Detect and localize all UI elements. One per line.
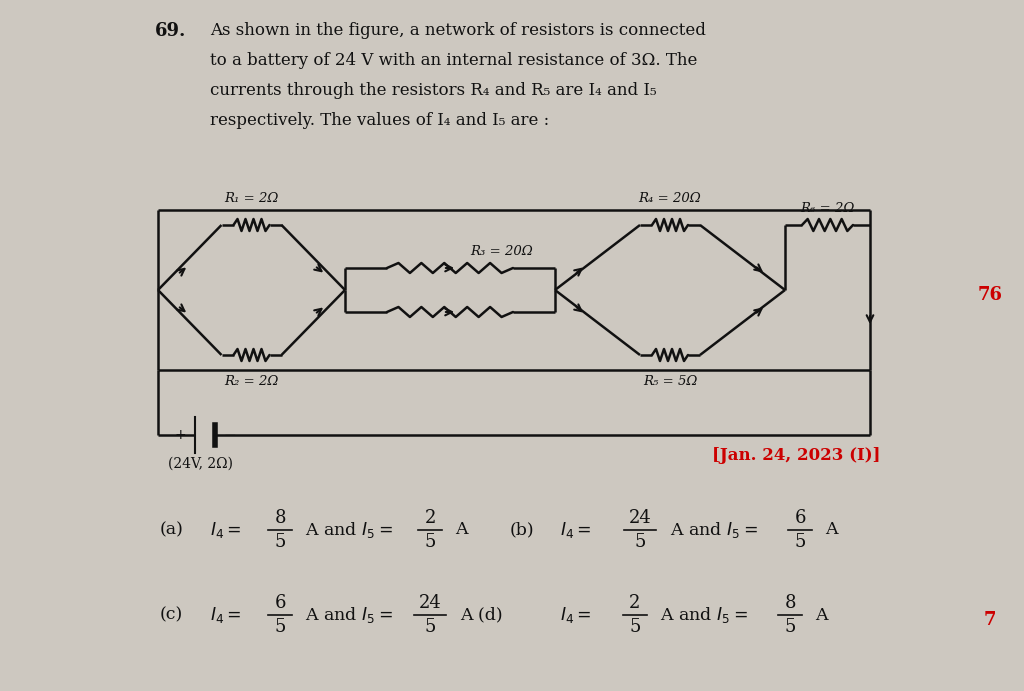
Text: A (d): A (d) (460, 607, 503, 623)
Text: A and $I_5=$: A and $I_5=$ (670, 520, 758, 540)
Text: 5: 5 (274, 618, 286, 636)
Text: 6: 6 (795, 509, 806, 527)
Text: R₆ = 2Ω: R₆ = 2Ω (800, 202, 854, 215)
Text: As shown in the figure, a network of resistors is connected: As shown in the figure, a network of res… (210, 22, 706, 39)
Text: R₂ = 2Ω: R₂ = 2Ω (224, 375, 279, 388)
Text: R₁ = 2Ω: R₁ = 2Ω (224, 192, 279, 205)
Text: A and $I_5=$: A and $I_5=$ (660, 605, 748, 625)
Text: 24: 24 (419, 594, 441, 612)
Text: +: + (174, 428, 185, 442)
Text: (24V, 2Ω): (24V, 2Ω) (168, 457, 232, 471)
Text: 5: 5 (424, 618, 435, 636)
Text: currents through the resistors R₄ and R₅ are I₄ and I₅: currents through the resistors R₄ and R₅… (210, 82, 656, 99)
Text: 7: 7 (984, 611, 996, 629)
Text: 5: 5 (630, 618, 641, 636)
Text: 2: 2 (630, 594, 641, 612)
Text: A: A (455, 522, 468, 538)
Text: $I_4=$: $I_4=$ (210, 605, 242, 625)
Text: (b): (b) (510, 522, 535, 538)
Text: $I_4=$: $I_4=$ (560, 520, 592, 540)
Text: (c): (c) (160, 607, 183, 623)
Text: $I_4=$: $I_4=$ (560, 605, 592, 625)
Text: 5: 5 (784, 618, 796, 636)
Text: 5: 5 (424, 533, 435, 551)
Text: $I_4=$: $I_4=$ (210, 520, 242, 540)
Text: to a battery of 24 V with an internal resistance of 3Ω. The: to a battery of 24 V with an internal re… (210, 52, 697, 69)
Text: A: A (825, 522, 838, 538)
Text: [Jan. 24, 2023 (I)]: [Jan. 24, 2023 (I)] (712, 446, 880, 464)
Text: R₄ = 20Ω: R₄ = 20Ω (639, 192, 701, 205)
Text: R₅ = 5Ω: R₅ = 5Ω (643, 375, 697, 388)
Text: 8: 8 (274, 509, 286, 527)
Text: 5: 5 (274, 533, 286, 551)
Text: respectively. The values of I₄ and I₅ are :: respectively. The values of I₄ and I₅ ar… (210, 112, 549, 129)
Text: 8: 8 (784, 594, 796, 612)
Text: 6: 6 (274, 594, 286, 612)
Text: 5: 5 (795, 533, 806, 551)
Text: 76: 76 (978, 286, 1002, 304)
Text: −: − (223, 428, 237, 442)
Text: 2: 2 (424, 509, 435, 527)
Text: 69.: 69. (155, 22, 186, 40)
Text: 5: 5 (634, 533, 646, 551)
Text: A and $I_5=$: A and $I_5=$ (305, 605, 393, 625)
Text: A and $I_5=$: A and $I_5=$ (305, 520, 393, 540)
Text: R₃ = 20Ω: R₃ = 20Ω (470, 245, 532, 258)
Text: A: A (815, 607, 827, 623)
Text: (a): (a) (160, 522, 184, 538)
Text: 24: 24 (629, 509, 651, 527)
